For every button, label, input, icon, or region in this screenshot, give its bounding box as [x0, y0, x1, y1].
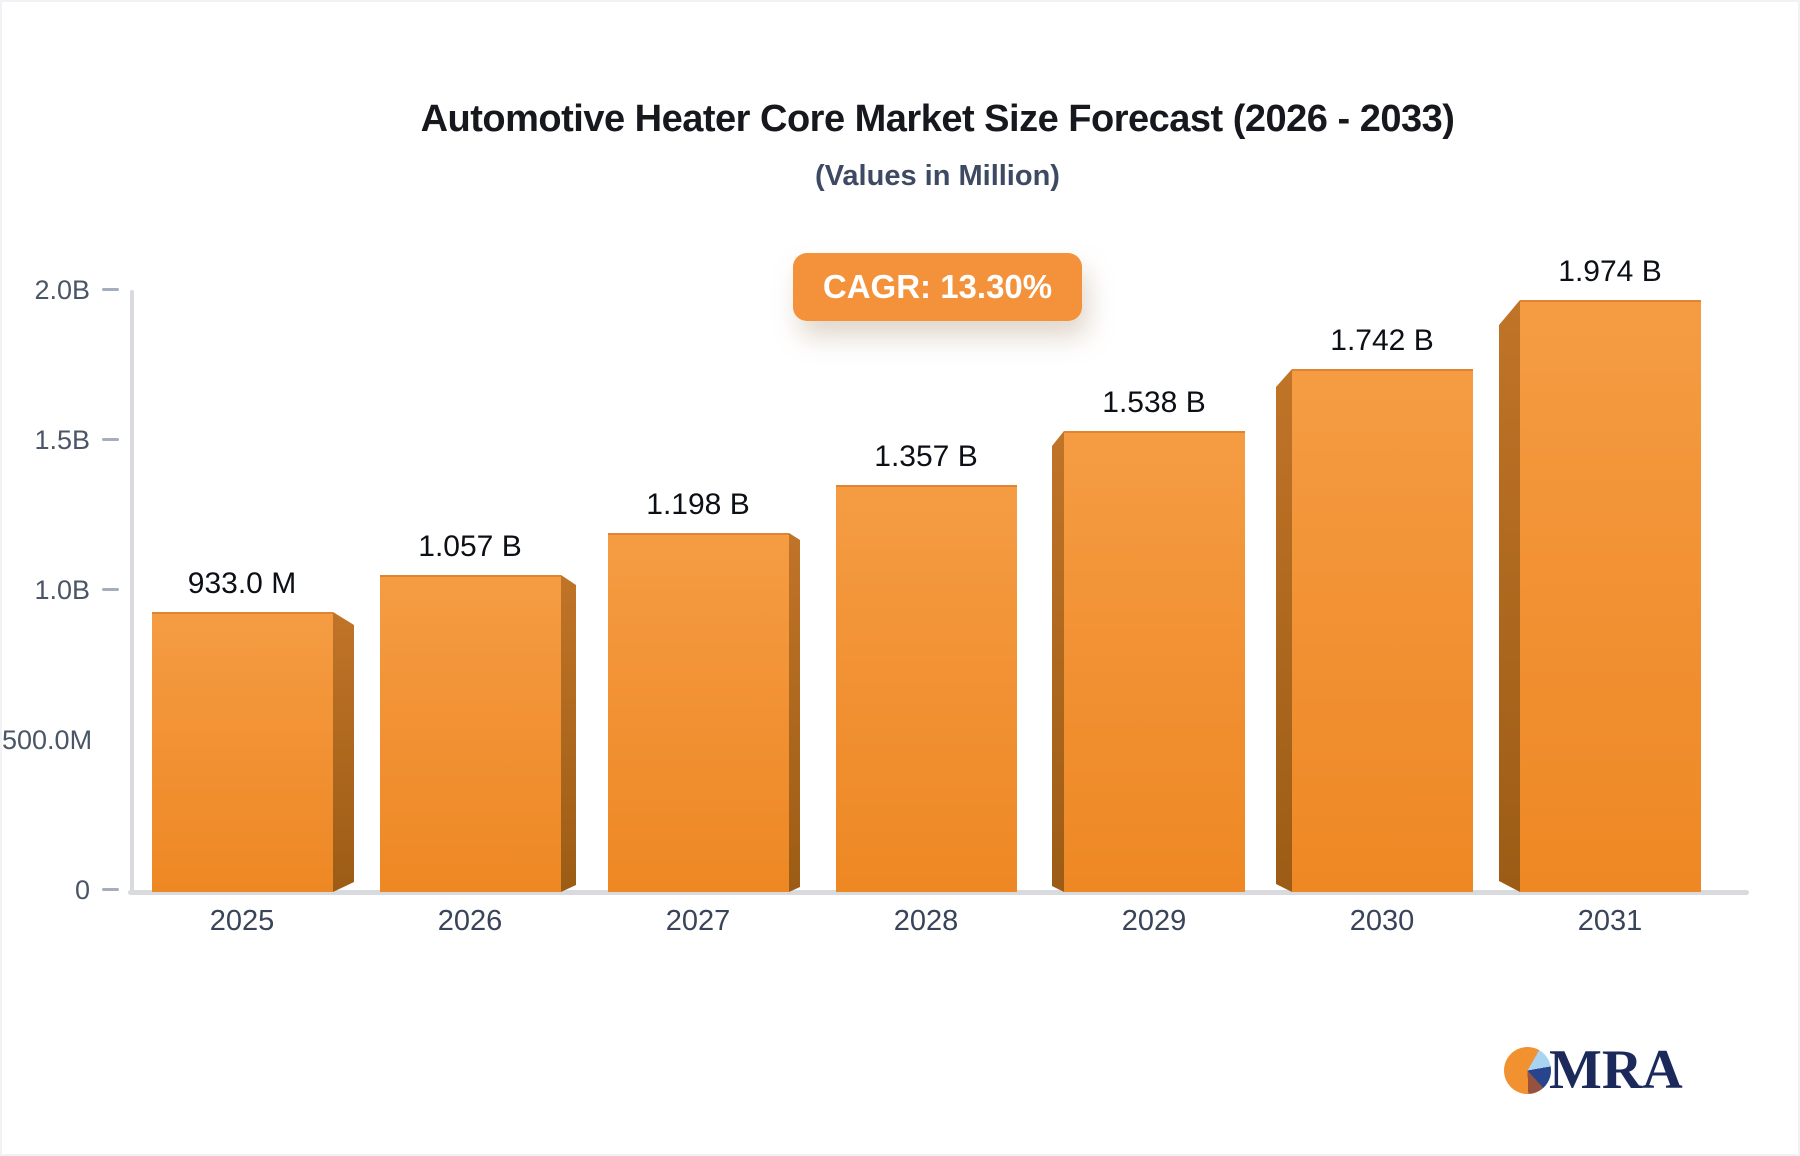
bar-side-face: [333, 612, 354, 892]
bar: [380, 575, 561, 892]
x-axis-label: 2028: [893, 905, 959, 937]
bar: [1064, 431, 1245, 892]
bar-value-label: 1.538 B: [1102, 386, 1206, 419]
bar-value-label: 1.974 B: [1558, 255, 1662, 288]
x-axis-label: 2025: [209, 905, 275, 937]
y-axis-label: 500.0M: [2, 725, 93, 755]
x-axis-line: [128, 890, 1749, 895]
bar: [152, 612, 333, 892]
bar: [608, 533, 789, 892]
bar-value-label: 1.057 B: [418, 530, 522, 563]
x-axis-label: 2029: [1121, 905, 1187, 937]
y-axis-tick: [102, 288, 119, 291]
bar-side-face: [1276, 369, 1292, 892]
bar-side-face: [789, 533, 800, 892]
bar-value-label: 1.357 B: [874, 440, 978, 473]
x-axis-label: 2027: [665, 905, 731, 937]
y-axis-tick: [102, 888, 119, 891]
y-axis-tick: [102, 438, 119, 441]
x-axis-label: 2030: [1349, 905, 1415, 937]
bar-side-face: [1052, 431, 1064, 892]
bar-value-label: 933.0 M: [187, 567, 297, 600]
y-axis-line: [130, 290, 134, 895]
bar-side-face: [561, 575, 576, 892]
bar: [1292, 369, 1473, 892]
y-axis-tick: [102, 588, 119, 591]
logo-text: MRA: [1549, 1039, 1683, 1101]
bar: [836, 485, 1017, 892]
x-axis-label: 2026: [437, 905, 503, 937]
y-axis-label: 2.0B: [34, 275, 90, 305]
mra-logo: MRA: [1504, 1042, 1683, 1098]
bar-value-label: 1.742 B: [1330, 324, 1434, 357]
bar: [1520, 300, 1701, 892]
y-axis-label: 0: [74, 875, 90, 905]
y-axis-label: 1.0B: [34, 575, 90, 605]
bar-side-face: [1499, 300, 1520, 892]
y-axis-label: 1.5B: [34, 425, 90, 455]
pie-chart-icon: [1504, 1046, 1551, 1094]
x-axis-label: 2031: [1577, 905, 1643, 937]
bar-value-label: 1.198 B: [646, 488, 750, 521]
